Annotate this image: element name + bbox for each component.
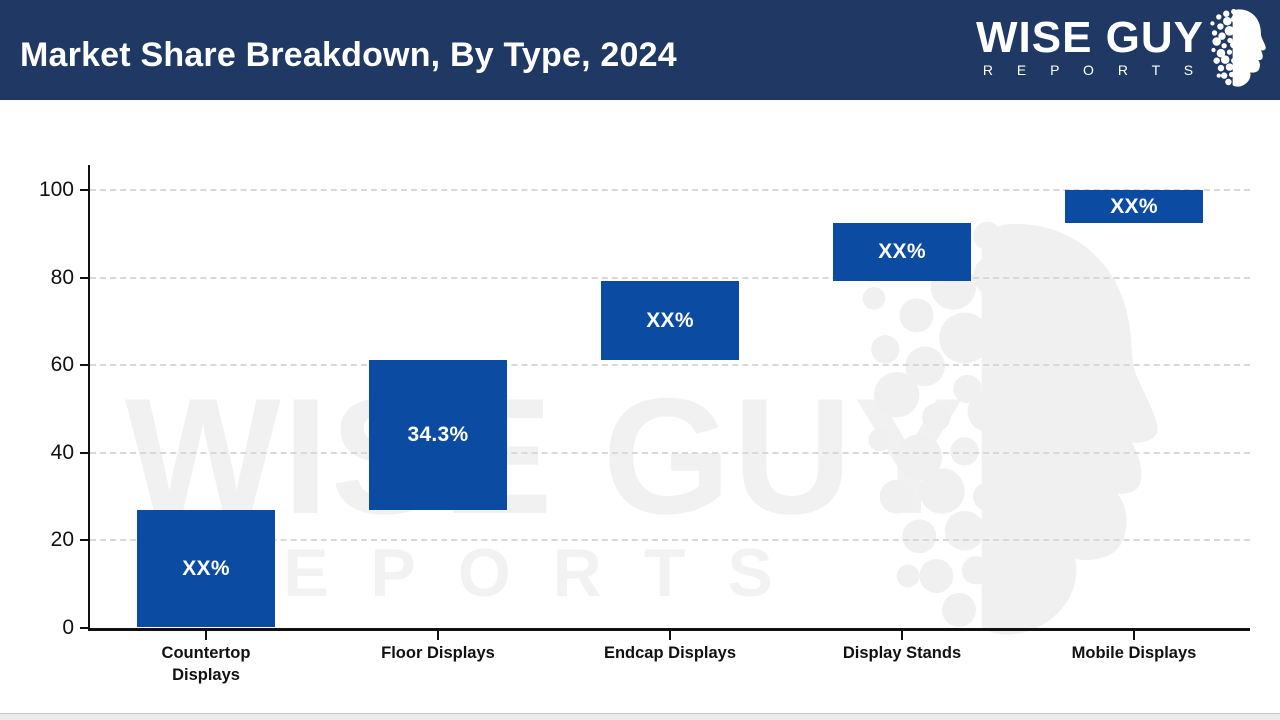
x-axis-line — [87, 627, 1250, 631]
bar-display-stands: XX% — [833, 223, 971, 281]
gridline-80 — [90, 276, 1250, 279]
y-tick-60 — [79, 364, 89, 367]
y-tick-80 — [79, 276, 89, 279]
logo-head-icon — [1206, 6, 1270, 94]
bar-value-label: XX% — [878, 240, 926, 264]
y-tick-0 — [79, 626, 89, 629]
bar-value-label: XX% — [646, 308, 694, 332]
logo-wordmark: WISE GUY — [975, 13, 1204, 62]
gridline-20 — [90, 539, 1250, 542]
x-tick-label-3: Display Stands — [842, 643, 962, 662]
watermark-subtext: REPORTS — [192, 535, 815, 611]
y-tick-label-80: 80 — [50, 265, 74, 289]
bar-mobile-displays: XX% — [1065, 190, 1203, 224]
gridline-60 — [90, 364, 1250, 367]
footer-strip — [0, 713, 1280, 720]
x-tick-3 — [901, 630, 903, 640]
x-tick-0 — [205, 630, 207, 640]
brand-logo-text: WISE GUY R E P O R T S — [975, 13, 1204, 79]
y-tick-20 — [79, 539, 89, 542]
y-tick-100 — [79, 189, 89, 192]
y-tick-label-0: 0 — [62, 615, 74, 639]
logo-subtext: R E P O R T S — [982, 62, 1204, 78]
x-tick-label-1: Floor Displays — [381, 643, 495, 662]
header-bar: Market Share Breakdown, By Type, 2024 WI… — [0, 0, 1280, 100]
x-tick-label-0: Countertop Displays — [161, 643, 251, 684]
y-tick-label-60: 60 — [50, 353, 74, 377]
x-tick-2 — [669, 630, 671, 640]
brand-logo: WISE GUY R E P O R T S — [976, 0, 1270, 100]
y-axis-line — [87, 165, 90, 630]
chart-area: WISE GUY REPORTS 0 20 40 60 80 100 XX% Countert… — [0, 100, 1280, 713]
y-tick-40 — [79, 451, 89, 454]
bar-value-label: XX% — [1110, 194, 1158, 218]
gridline-40 — [90, 451, 1250, 454]
bar-countertop-displays: XX% — [137, 510, 275, 628]
x-tick-1 — [437, 630, 439, 640]
page-title: Market Share Breakdown, By Type, 2024 — [20, 36, 677, 74]
bar-endcap-displays: XX% — [601, 280, 739, 361]
bar-value-label: 34.3% — [407, 423, 469, 447]
bar-floor-displays: 34.3% — [369, 360, 507, 511]
y-tick-label-40: 40 — [50, 440, 74, 464]
x-tick-label-2: Endcap Displays — [603, 643, 737, 662]
y-tick-label-100: 100 — [38, 178, 74, 202]
gridline-100 — [90, 189, 1250, 192]
x-tick-label-4: Mobile Displays — [1071, 643, 1197, 662]
x-tick-4 — [1133, 630, 1135, 640]
y-tick-label-20: 20 — [50, 528, 74, 552]
bar-value-label: XX% — [182, 556, 230, 580]
